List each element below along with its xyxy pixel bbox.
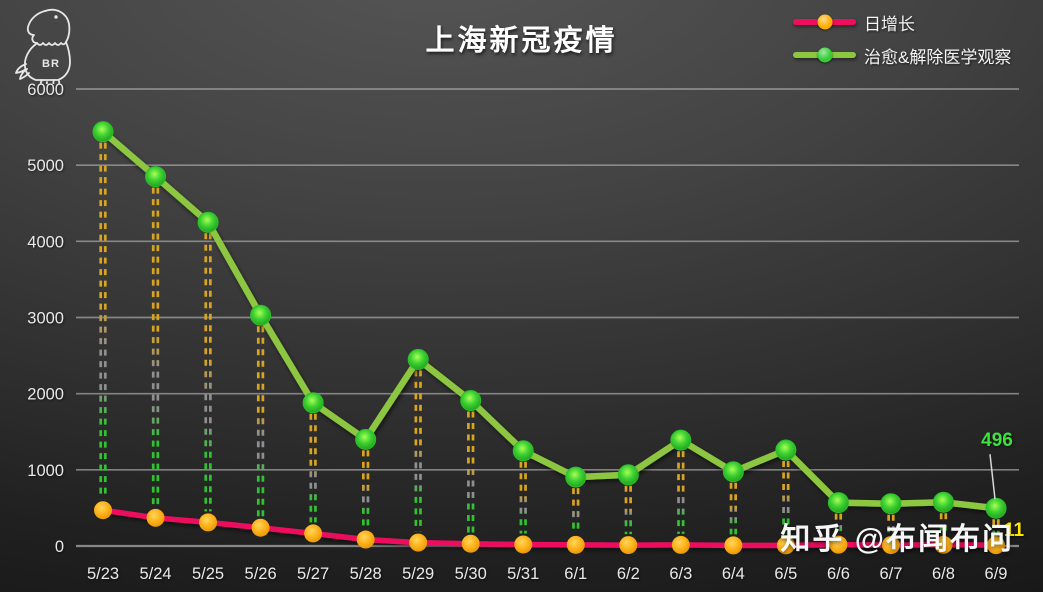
recovered-marker: [827, 492, 849, 514]
daily-marker: [461, 534, 480, 553]
x-tick-label: 6/5: [774, 565, 797, 583]
daily-marker: [199, 513, 218, 532]
x-tick-label: 6/1: [564, 565, 587, 583]
recovered-marker: [880, 493, 902, 515]
y-tick-label: 3000: [27, 310, 64, 328]
x-tick-label: 6/6: [827, 565, 850, 583]
x-tick-label: 5/30: [455, 565, 487, 583]
recovered-marker-icon: [817, 47, 832, 63]
daily-marker: [619, 536, 638, 555]
recovered-marker: [250, 304, 272, 326]
x-tick-label: 5/28: [350, 565, 382, 583]
recovered-marker: [407, 348, 429, 370]
recovered-marker: [565, 466, 587, 488]
legend-item-recovered: 治愈&解除医学观察: [793, 43, 1011, 67]
daily-marker: [671, 535, 690, 554]
daily-marker: [881, 536, 900, 555]
y-tick-label: 0: [55, 538, 64, 556]
recovered-marker: [512, 440, 534, 462]
x-tick-label: 6/4: [722, 565, 745, 583]
x-tick-label: 5/27: [297, 565, 329, 583]
y-tick-label: 4000: [27, 233, 64, 251]
y-tick-label: 1000: [27, 462, 64, 480]
legend-item-daily: 日增长: [793, 10, 1011, 34]
legend-label-recovered: 治愈&解除医学观察: [864, 47, 1012, 67]
parrot-neck: [36, 41, 67, 46]
recovered-marker: [197, 211, 219, 233]
recovered-marker: [302, 392, 324, 414]
watermark: 知乎 @布闻布问: [780, 523, 1014, 556]
parrot-tail-feather: [15, 63, 30, 80]
parrot-logo: BR: [15, 8, 71, 84]
daily-marker: [724, 536, 743, 555]
logo-text: BR: [42, 58, 60, 70]
recovered-marker: [92, 121, 114, 143]
daily-marker: [94, 501, 112, 520]
legend-label-daily: 日增长: [864, 14, 915, 34]
annotation-label: 496: [981, 430, 1013, 451]
recovered-marker: [670, 429, 692, 451]
x-tick-label: 5/29: [402, 565, 434, 583]
recovered-line-swatch: [793, 47, 856, 63]
x-tick-label: 5/25: [192, 565, 224, 583]
y-tick-label: 6000: [27, 81, 64, 99]
parrot-feet: [39, 79, 61, 84]
parrot-body: [23, 41, 71, 81]
annotation-leader: [989, 454, 996, 500]
recovered-series-line: [99, 128, 1000, 512]
daily-marker: [987, 536, 1005, 555]
daily-marker: [304, 524, 323, 543]
daily-marker: [829, 535, 848, 554]
daily-marker: [356, 530, 375, 549]
x-tick-label: 5/23: [87, 565, 119, 583]
x-tick-label: 5/26: [245, 565, 277, 583]
x-tick-label: 6/2: [617, 565, 640, 583]
daily-marker: [566, 535, 585, 554]
recovered-marker: [145, 166, 167, 188]
recovered-marker: [932, 491, 954, 513]
recovered-marker: [775, 439, 797, 461]
x-tick-label: 5/31: [507, 565, 539, 583]
parrot-eye: [54, 15, 58, 19]
daily-marker: [409, 533, 428, 552]
y-tick-label: 5000: [27, 157, 64, 175]
x-tick-label: 6/7: [879, 565, 902, 583]
daily-marker: [514, 535, 533, 554]
annotation-label: 11: [1004, 520, 1025, 541]
recovered-marker: [460, 390, 482, 412]
daily-line-swatch: [793, 14, 856, 30]
daily-marker: [146, 508, 165, 527]
x-tick-label: 6/9: [985, 565, 1008, 583]
recovered-marker: [617, 464, 639, 486]
x-tick-label: 5/24: [139, 565, 171, 583]
recovered-marker: [355, 428, 377, 450]
daily-marker: [776, 536, 795, 555]
y-tick-label: 2000: [27, 386, 64, 404]
recovered-marker: [985, 497, 1007, 519]
parrot-beak: [26, 10, 46, 44]
chart-title: 上海新冠疫情: [425, 25, 618, 57]
legend: 日增长 治愈&解除医学观察: [793, 10, 1011, 76]
daily-marker-icon: [817, 14, 832, 30]
x-tick-label: 6/8: [932, 565, 955, 583]
daily-marker: [251, 518, 270, 537]
recovered-marker: [722, 461, 744, 483]
parrot-head: [44, 8, 71, 43]
x-tick-label: 6/3: [669, 565, 692, 583]
daily-marker: [934, 535, 953, 554]
